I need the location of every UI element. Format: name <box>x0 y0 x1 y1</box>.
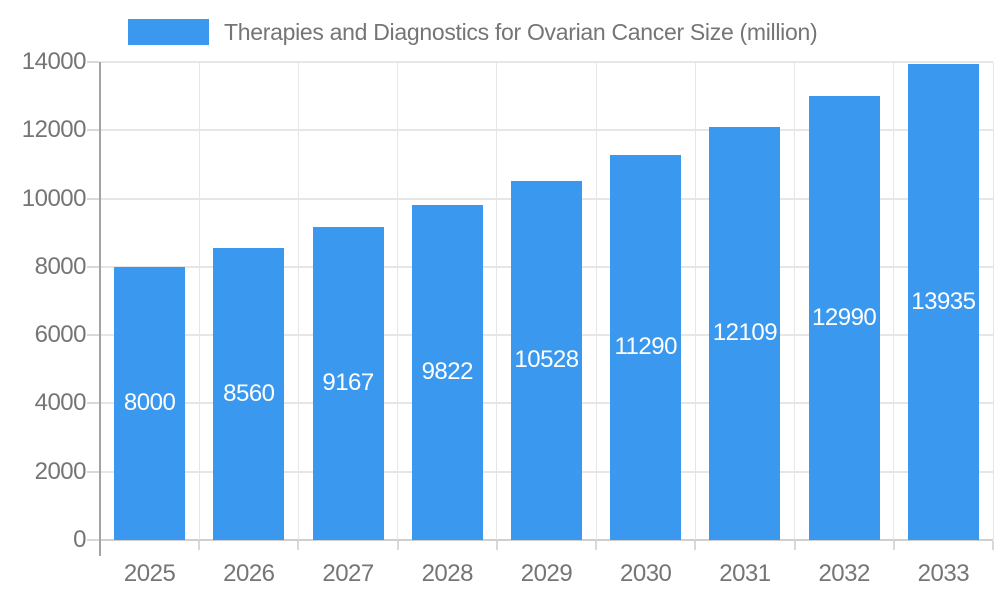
gridline-horizontal <box>100 129 993 132</box>
bar[interactable]: 11290 <box>610 154 682 540</box>
bar[interactable]: 10528 <box>511 180 582 540</box>
y-axis-label: 2000 <box>34 457 87 485</box>
x-axis-tick <box>892 541 895 550</box>
x-axis-label: 2033 <box>917 560 970 587</box>
x-axis-tick <box>495 541 498 550</box>
x-axis-tick <box>297 541 300 550</box>
gridline-vertical <box>397 62 399 540</box>
y-axis-label: 10000 <box>21 184 87 212</box>
y-axis-label: 4000 <box>34 389 87 417</box>
gridline-vertical <box>496 62 498 540</box>
x-axis-tick <box>694 541 697 550</box>
y-axis-label: 14000 <box>21 48 87 75</box>
y-axis-tick <box>87 129 99 132</box>
bar-value-label: 12990 <box>812 304 877 332</box>
bar[interactable]: 9822 <box>411 204 483 540</box>
bar-value-label: 13935 <box>911 288 976 316</box>
y-axis-tick <box>87 470 99 473</box>
bar[interactable]: 8000 <box>114 266 186 540</box>
x-axis-label: 2026 <box>223 560 275 587</box>
gridline-horizontal <box>100 61 993 63</box>
chart-legend: Therapies and Diagnostics for Ovarian Ca… <box>0 0 1000 50</box>
y-axis-tick <box>87 334 99 337</box>
y-axis-label: 0 <box>73 526 86 553</box>
x-axis-label: 2029 <box>520 560 573 587</box>
y-axis-tick <box>87 402 99 405</box>
bar[interactable]: 8560 <box>213 247 285 540</box>
gridline-vertical <box>198 62 200 540</box>
y-axis-label: 6000 <box>34 321 87 349</box>
gridline-vertical <box>297 62 299 540</box>
bar-value-label: 8000 <box>123 389 176 417</box>
bar[interactable]: 9167 <box>312 227 384 540</box>
y-axis-tick <box>87 539 99 541</box>
x-axis-tick <box>396 541 399 550</box>
bar[interactable]: 12990 <box>808 96 880 540</box>
y-axis-tick <box>87 265 99 268</box>
bar-value-label: 8560 <box>223 379 275 407</box>
bar[interactable]: 13935 <box>907 64 979 540</box>
bar[interactable]: 12109 <box>709 126 781 540</box>
x-axis-tick <box>595 541 598 550</box>
x-axis-baseline <box>100 539 993 541</box>
gridline-vertical <box>595 62 597 540</box>
y-axis-line <box>99 62 101 556</box>
gridline-vertical <box>893 62 895 540</box>
x-axis-tick <box>793 541 796 550</box>
y-axis-tick <box>87 197 99 200</box>
x-axis-label: 2030 <box>620 560 672 587</box>
bar-value-label: 10528 <box>514 346 579 374</box>
legend-label[interactable]: Therapies and Diagnostics for Ovarian Ca… <box>224 19 818 45</box>
x-axis-label: 2032 <box>818 560 870 587</box>
x-axis-label: 2031 <box>719 560 771 587</box>
y-axis-tick <box>87 61 99 63</box>
legend-swatch[interactable] <box>128 19 209 45</box>
x-axis-tick <box>198 541 201 550</box>
bar-value-label: 9822 <box>421 358 474 386</box>
gridline-vertical <box>694 62 696 540</box>
x-axis-label: 2028 <box>421 560 474 587</box>
x-axis-label: 2025 <box>123 560 176 587</box>
x-axis-tick <box>992 541 994 550</box>
gridline-vertical <box>794 62 796 540</box>
bar-value-label: 9167 <box>322 369 374 397</box>
y-axis-label: 8000 <box>34 252 87 280</box>
gridline-vertical <box>992 62 994 540</box>
bar-value-label: 11290 <box>614 333 677 361</box>
y-axis-label: 12000 <box>21 116 87 144</box>
bar-value-label: 12109 <box>712 319 778 347</box>
x-axis-label: 2027 <box>322 560 374 587</box>
